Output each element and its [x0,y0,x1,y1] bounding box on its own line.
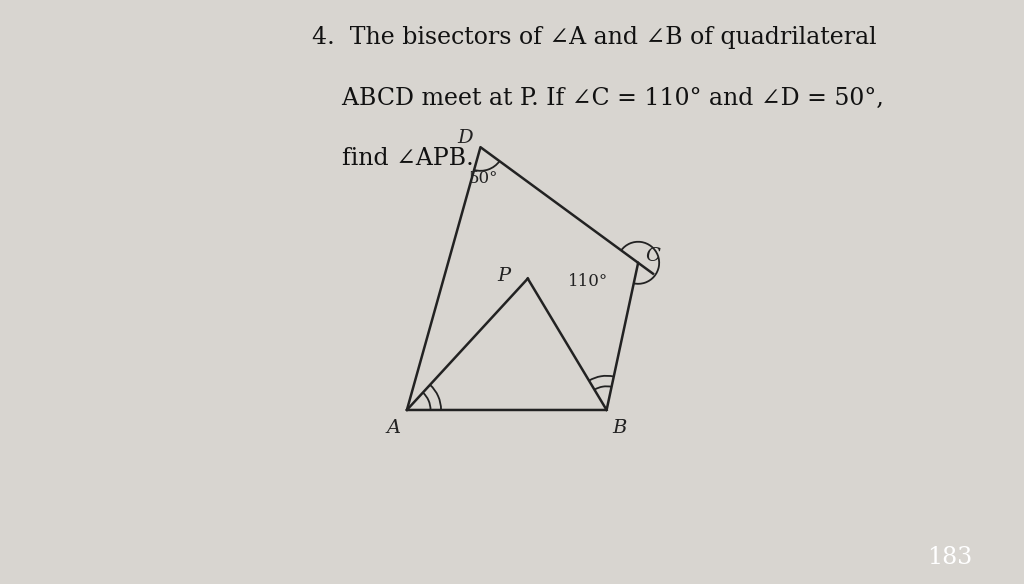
Text: 110°: 110° [568,273,608,290]
Text: D: D [457,128,472,147]
Text: P: P [498,267,511,285]
Text: 183: 183 [928,546,973,569]
Text: find ∠APB.: find ∠APB. [312,147,474,170]
Text: 4.  The bisectors of ∠A and ∠B of quadrilateral: 4. The bisectors of ∠A and ∠B of quadril… [312,26,877,49]
Text: 50°: 50° [468,170,498,187]
Text: A: A [387,419,400,437]
Text: C: C [645,248,660,266]
Text: ABCD meet at P. If ∠C = 110° and ∠D = 50°,: ABCD meet at P. If ∠C = 110° and ∠D = 50… [312,87,884,110]
Text: B: B [612,419,627,437]
